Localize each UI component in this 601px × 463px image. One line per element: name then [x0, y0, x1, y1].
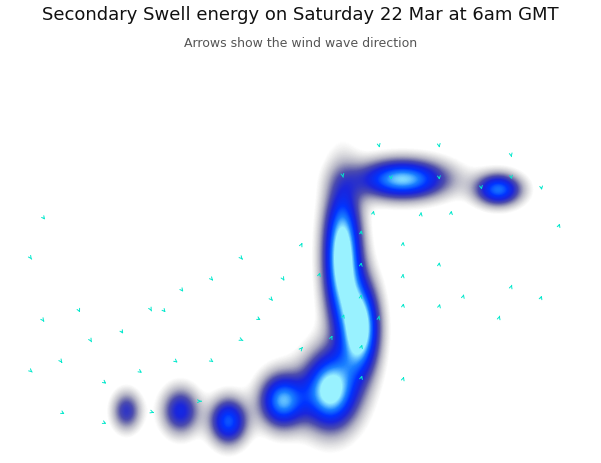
- Text: Secondary Swell energy on Saturday 22 Mar at 6am GMT: Secondary Swell energy on Saturday 22 Ma…: [42, 6, 559, 24]
- Text: Arrows show the wind wave direction: Arrows show the wind wave direction: [184, 37, 417, 50]
